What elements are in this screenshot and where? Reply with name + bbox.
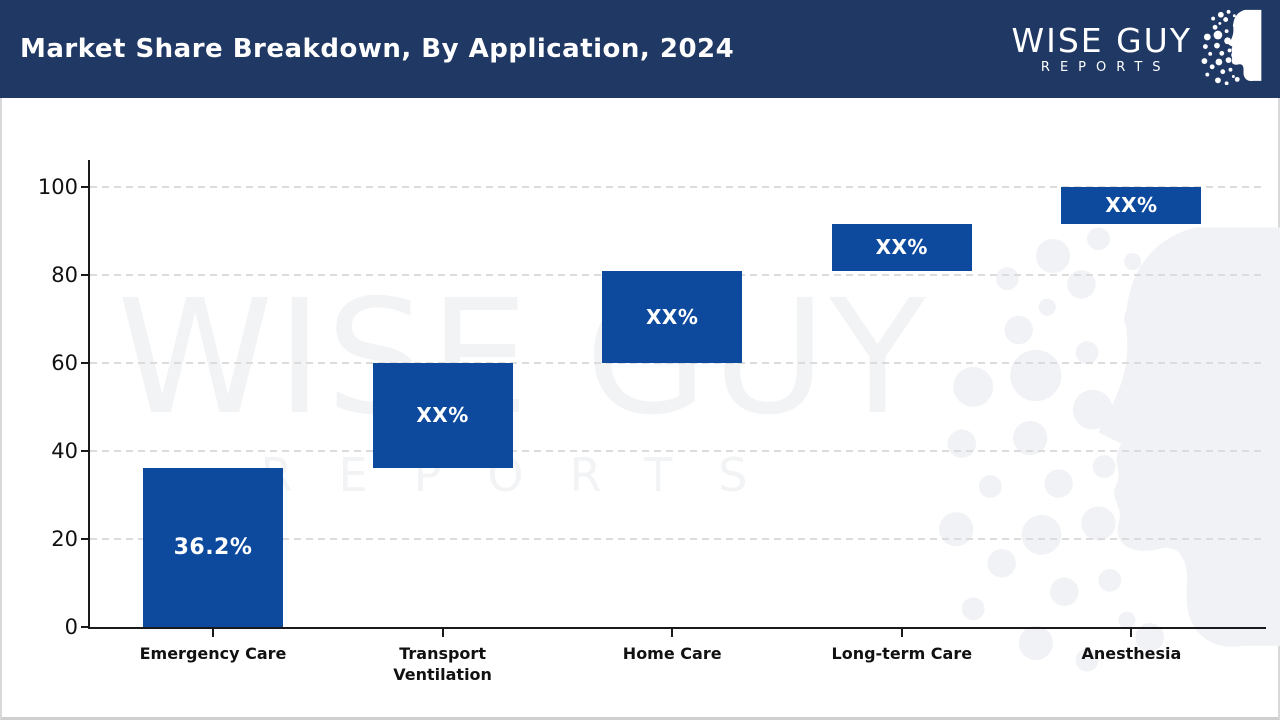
bar-value-label: XX% xyxy=(1105,193,1158,218)
gridline-y20 xyxy=(90,538,1264,540)
gridline-y100 xyxy=(90,186,1264,188)
bar-value-label: 36.2% xyxy=(173,534,253,560)
bar-value-label: XX% xyxy=(416,403,469,428)
y-tick-label: 100 xyxy=(37,175,78,199)
y-tick-label: 80 xyxy=(51,263,78,287)
x-tick-mark xyxy=(900,629,903,637)
wiseguy-logo: WISE GUY REPORTS xyxy=(1011,8,1280,90)
logo-face-icon xyxy=(1194,8,1266,90)
x-category-label: Emergency Care xyxy=(139,644,287,663)
y-tick-mark xyxy=(81,626,90,628)
y-tick-mark xyxy=(81,450,90,452)
x-axis-spine xyxy=(88,627,1266,629)
logo-wordmark: WISE GUY xyxy=(1011,20,1192,60)
x-category-label: Transport Ventilation xyxy=(393,644,492,684)
y-tick-mark xyxy=(81,538,90,540)
logo-text: WISE GUY REPORTS xyxy=(1011,20,1192,75)
x-tick-mark xyxy=(671,629,674,637)
y-tick-label: 40 xyxy=(51,439,78,463)
x-tick-mark xyxy=(441,629,444,637)
y-tick-mark xyxy=(81,186,90,188)
y-tick-label: 20 xyxy=(51,527,78,551)
x-tick-mark xyxy=(212,629,214,637)
x-category-label: Home Care xyxy=(622,644,722,663)
x-category-label: Anesthesia xyxy=(1081,644,1182,663)
logo-subtitle: REPORTS xyxy=(1040,59,1171,75)
y-axis-spine xyxy=(88,160,90,629)
bar-anesthesia: XX% xyxy=(1061,187,1202,224)
y-tick-mark xyxy=(81,362,90,364)
y-tick-label: 60 xyxy=(51,351,78,375)
bar-value-label: XX% xyxy=(645,304,699,329)
gridline-y60 xyxy=(90,362,1264,364)
bar-long-term-care: XX% xyxy=(831,223,972,271)
chart-body: WISE GUY REPORTS 0 20 40 60 80 100 36.2% Emerge… xyxy=(0,98,1280,720)
y-tick-label: 0 xyxy=(64,615,78,639)
bar-emergency-care: 36.2% xyxy=(143,467,283,627)
x-tick-mark xyxy=(1130,629,1133,637)
y-tick-mark xyxy=(81,274,90,276)
x-category-label: Long-term Care xyxy=(831,644,973,663)
figure-header: Market Share Breakdown, By Application, … xyxy=(0,0,1280,98)
chart-title: Market Share Breakdown, By Application, … xyxy=(20,34,735,64)
plot-area: 0 20 40 60 80 100 36.2% Emergency Care XX% Transp… xyxy=(38,160,1266,684)
bar-transport-ventilation: XX% xyxy=(372,363,513,468)
bar-value-label: XX% xyxy=(875,235,928,260)
bar-home-care: XX% xyxy=(602,270,743,363)
gridline-y40 xyxy=(90,450,1264,452)
